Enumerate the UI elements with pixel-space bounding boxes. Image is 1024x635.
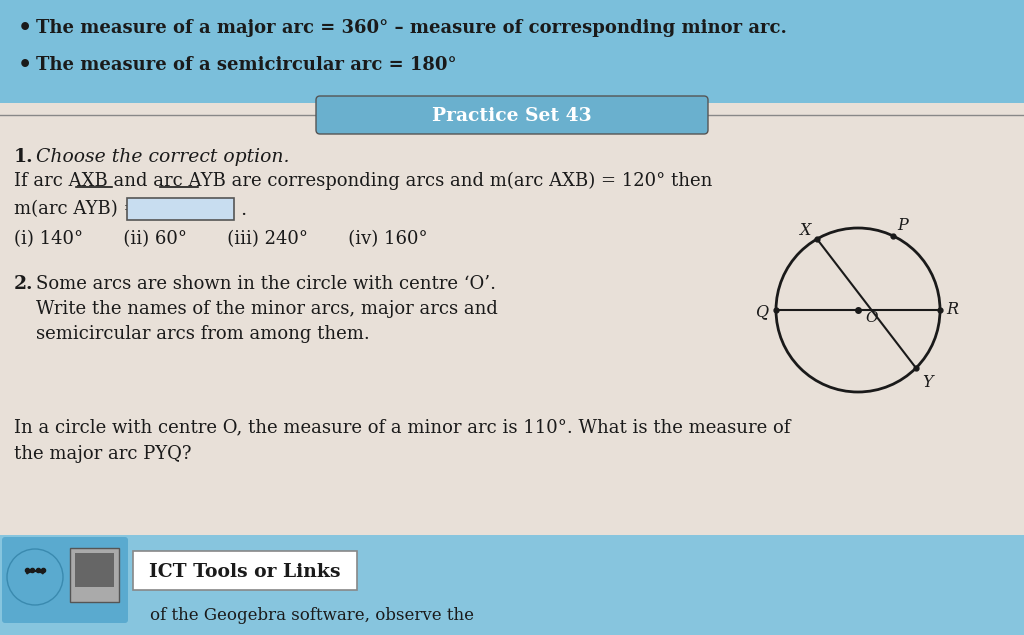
- FancyBboxPatch shape: [0, 535, 1024, 635]
- Text: ICT Tools or Links: ICT Tools or Links: [150, 563, 341, 581]
- Text: Write the names of the minor arcs, major arcs and: Write the names of the minor arcs, major…: [36, 300, 498, 318]
- Text: X: X: [799, 222, 810, 239]
- Text: Practice Set 43: Practice Set 43: [432, 107, 592, 125]
- Circle shape: [7, 549, 63, 605]
- Text: of the Geogebra software, observe the: of the Geogebra software, observe the: [150, 607, 474, 624]
- Text: •: •: [18, 18, 32, 38]
- Text: If arc AXB and arc AYB are corresponding arcs and m(arc AXB) = 120° then: If arc AXB and arc AYB are corresponding…: [14, 172, 713, 190]
- FancyBboxPatch shape: [2, 537, 128, 623]
- Text: Choose the correct option.: Choose the correct option.: [36, 148, 290, 166]
- FancyBboxPatch shape: [0, 98, 1024, 535]
- Text: (i) 140°       (ii) 60°       (iii) 240°       (iv) 160°: (i) 140° (ii) 60° (iii) 240° (iv) 160°: [14, 230, 428, 248]
- Text: m(arc AYB) =: m(arc AYB) =: [14, 200, 144, 218]
- Text: Q: Q: [755, 304, 768, 321]
- FancyBboxPatch shape: [127, 198, 234, 220]
- Text: semicircular arcs from among them.: semicircular arcs from among them.: [36, 325, 370, 343]
- Text: In a circle with centre O, the measure of a minor arc is 110°. What is the measu: In a circle with centre O, the measure o…: [14, 418, 791, 436]
- FancyBboxPatch shape: [133, 551, 357, 590]
- FancyBboxPatch shape: [70, 548, 119, 602]
- Text: the major arc PYQ?: the major arc PYQ?: [14, 445, 191, 463]
- Text: Some arcs are shown in the circle with centre ‘O’.: Some arcs are shown in the circle with c…: [36, 275, 496, 293]
- FancyBboxPatch shape: [75, 553, 114, 587]
- Text: O: O: [865, 311, 878, 325]
- Text: •: •: [18, 55, 32, 75]
- Text: R: R: [946, 302, 958, 319]
- FancyBboxPatch shape: [316, 96, 708, 134]
- Text: 1.: 1.: [14, 148, 34, 166]
- Text: .: .: [240, 201, 246, 219]
- Text: The measure of a semicircular arc = 180°: The measure of a semicircular arc = 180°: [36, 56, 457, 74]
- FancyBboxPatch shape: [0, 0, 1024, 103]
- Text: P: P: [898, 217, 908, 234]
- Text: Y: Y: [922, 374, 933, 391]
- Text: 2.: 2.: [14, 275, 34, 293]
- Text: The measure of a major arc = 360° – measure of corresponding minor arc.: The measure of a major arc = 360° – meas…: [36, 19, 786, 37]
